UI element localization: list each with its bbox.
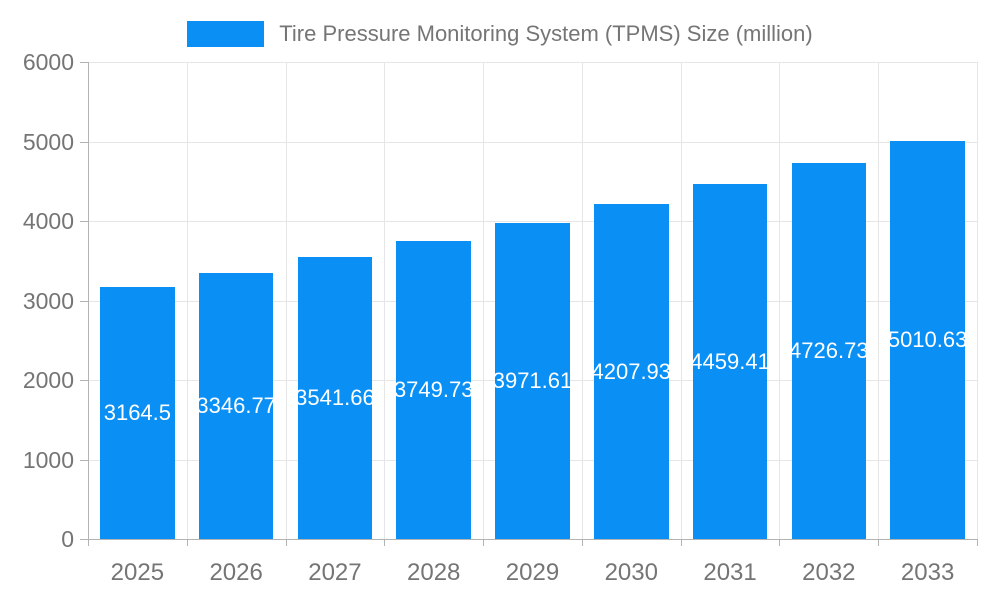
y-axis-label: 1000 xyxy=(22,446,74,473)
x-axis-label: 2027 xyxy=(308,559,362,586)
x-axis-tick xyxy=(483,539,485,546)
v-gridline xyxy=(186,62,188,539)
v-gridline xyxy=(581,62,583,539)
y-axis-tick xyxy=(80,221,88,222)
bar-value-label: 4726.73 xyxy=(791,338,867,364)
bar-value-label: 4207.93 xyxy=(593,358,669,384)
x-axis-label: 2025 xyxy=(110,559,165,586)
h-gridline xyxy=(88,141,977,143)
y-axis-label: 0 xyxy=(61,526,74,552)
y-axis-tick xyxy=(80,300,88,302)
x-axis-label: 2026 xyxy=(209,559,263,586)
v-gridline xyxy=(680,62,682,539)
x-axis-tick xyxy=(581,539,583,546)
h-gridline xyxy=(88,62,977,63)
x-axis-line xyxy=(88,539,978,540)
x-axis-label: 2029 xyxy=(505,559,560,586)
v-gridline xyxy=(878,62,880,539)
bar-2032[interactable]: 4726.73 xyxy=(791,163,867,539)
x-axis-label: 2031 xyxy=(703,559,757,586)
x-axis-label: 2028 xyxy=(407,559,461,586)
x-axis-tick xyxy=(680,539,682,546)
bar-2029[interactable]: 3971.61 xyxy=(495,223,570,539)
plot-area: 3164.5 3346.77 3541.66 3749.73 3971.61 4207.9… xyxy=(88,62,978,539)
y-axis-tick xyxy=(80,539,88,540)
x-axis-label: 2030 xyxy=(604,559,658,586)
y-axis-label: 5000 xyxy=(22,128,74,155)
bar-value-label: 5010.63 xyxy=(890,326,965,352)
bar-value-label: 4459.41 xyxy=(692,348,768,374)
y-axis-label: 3000 xyxy=(22,287,74,314)
y-axis-tick xyxy=(80,380,88,381)
legend-label: Tire Pressure Monitoring System (TPMS) S… xyxy=(279,21,813,46)
y-axis-tick xyxy=(80,62,88,63)
x-axis-tick xyxy=(977,539,978,546)
x-axis-tick xyxy=(384,539,386,546)
bar-value-label: 3541.66 xyxy=(297,385,373,411)
y-axis-line xyxy=(88,62,89,539)
y-axis-tick xyxy=(80,459,88,461)
x-axis-tick xyxy=(88,539,89,546)
h-gridline xyxy=(88,221,977,222)
v-gridline xyxy=(285,62,287,539)
bar-2027[interactable]: 3541.66 xyxy=(297,257,373,539)
y-axis-tick xyxy=(80,141,88,143)
bar-2028[interactable]: 3749.73 xyxy=(396,240,471,539)
x-axis-label: 2032 xyxy=(802,559,856,586)
x-axis-tick xyxy=(285,539,287,546)
bar-value-label: 3749.73 xyxy=(396,376,471,402)
bar-2033[interactable]: 5010.63 xyxy=(890,140,965,539)
x-axis-tick xyxy=(779,539,781,546)
v-gridline xyxy=(483,62,485,539)
bar-value-label: 3164.5 xyxy=(103,400,172,426)
y-axis-label: 4000 xyxy=(22,208,74,234)
bar-2031[interactable]: 4459.41 xyxy=(692,184,768,539)
legend-item[interactable]: Tire Pressure Monitoring System (TPMS) S… xyxy=(0,14,1000,54)
bar-value-label: 3346.77 xyxy=(198,392,274,418)
v-gridline xyxy=(977,62,978,539)
y-axis-label: 6000 xyxy=(22,49,74,75)
v-gridline xyxy=(384,62,386,539)
x-axis-tick xyxy=(878,539,880,546)
v-gridline xyxy=(779,62,781,539)
x-axis-label: 2033 xyxy=(900,559,955,586)
bar-2025[interactable]: 3164.5 xyxy=(100,287,175,539)
bar-2026[interactable]: 3346.77 xyxy=(198,272,274,539)
bar-2030[interactable]: 4207.93 xyxy=(593,204,669,539)
x-axis-tick xyxy=(186,539,188,546)
bar-value-label: 3971.61 xyxy=(495,368,570,394)
legend-swatch-icon xyxy=(187,21,265,47)
y-axis-label: 2000 xyxy=(22,367,74,393)
